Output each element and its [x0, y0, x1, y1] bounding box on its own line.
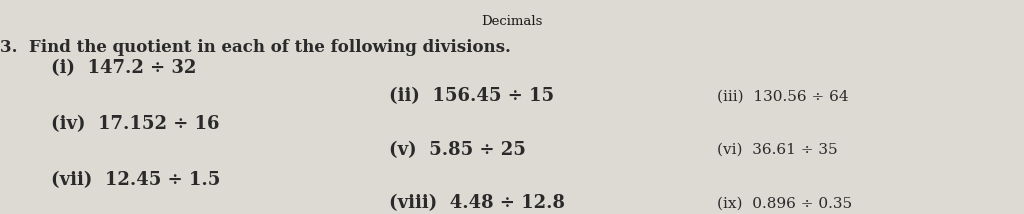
- Text: (v)  5.85 ÷ 25: (v) 5.85 ÷ 25: [389, 141, 526, 159]
- Text: (ii)  156.45 ÷ 15: (ii) 156.45 ÷ 15: [389, 87, 554, 105]
- Text: Decimals: Decimals: [481, 15, 543, 28]
- Text: (i)  147.2 ÷ 32: (i) 147.2 ÷ 32: [51, 59, 197, 77]
- Text: 3.  Find the quotient in each of the following divisions.: 3. Find the quotient in each of the foll…: [0, 39, 511, 56]
- Text: (ix)  0.896 ÷ 0.35: (ix) 0.896 ÷ 0.35: [717, 196, 852, 210]
- Text: (vii)  12.45 ÷ 1.5: (vii) 12.45 ÷ 1.5: [51, 171, 220, 189]
- Text: (iv)  17.152 ÷ 16: (iv) 17.152 ÷ 16: [51, 115, 220, 133]
- Text: (viii)  4.48 ÷ 12.8: (viii) 4.48 ÷ 12.8: [389, 194, 565, 212]
- Text: (iii)  130.56 ÷ 64: (iii) 130.56 ÷ 64: [717, 89, 849, 103]
- Text: (vi)  36.61 ÷ 35: (vi) 36.61 ÷ 35: [717, 143, 838, 157]
